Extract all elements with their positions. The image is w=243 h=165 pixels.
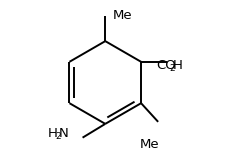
Text: CO: CO [156, 59, 176, 72]
Text: 2: 2 [55, 132, 61, 141]
Text: N: N [59, 127, 69, 140]
Text: Me: Me [113, 10, 132, 22]
Text: 2: 2 [169, 64, 175, 73]
Text: H: H [173, 59, 182, 72]
Text: H: H [48, 127, 58, 140]
Text: Me: Me [140, 138, 160, 151]
